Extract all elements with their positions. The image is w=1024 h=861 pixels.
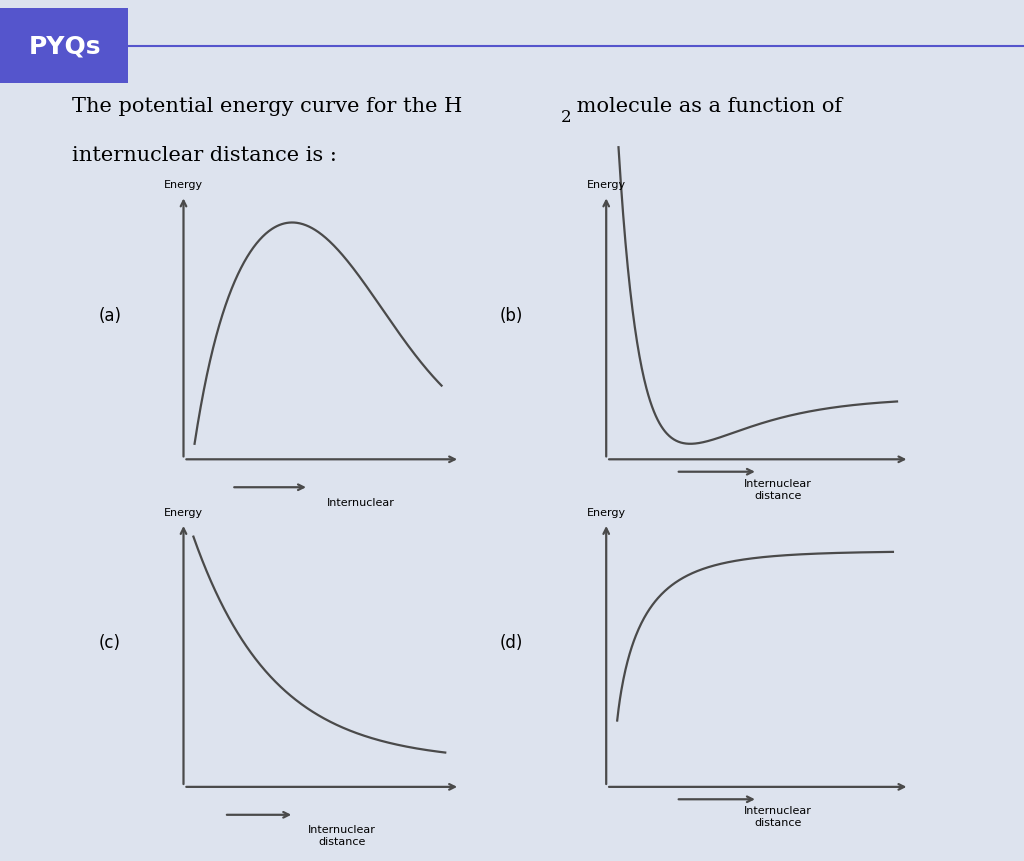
Text: Internuclear
distance: Internuclear distance (327, 497, 394, 518)
Text: Energy: Energy (587, 180, 626, 190)
Text: molecule as a function of: molecule as a function of (570, 97, 843, 116)
Text: PYQs: PYQs (29, 34, 100, 59)
Text: Internuclear
distance: Internuclear distance (308, 824, 376, 846)
Text: Energy: Energy (164, 507, 203, 517)
Text: (c): (c) (98, 634, 121, 652)
Text: internuclear distance is :: internuclear distance is : (72, 146, 337, 164)
Text: Energy: Energy (587, 507, 626, 517)
Text: Internuclear
distance: Internuclear distance (744, 479, 812, 500)
Text: The potential energy curve for the H: The potential energy curve for the H (72, 97, 462, 116)
Text: (d): (d) (500, 634, 523, 652)
Text: 2: 2 (561, 108, 571, 126)
Text: Internuclear
distance: Internuclear distance (744, 806, 812, 827)
Text: (a): (a) (98, 307, 122, 325)
FancyBboxPatch shape (0, 9, 128, 84)
Text: Energy: Energy (164, 180, 203, 190)
Text: (b): (b) (500, 307, 523, 325)
